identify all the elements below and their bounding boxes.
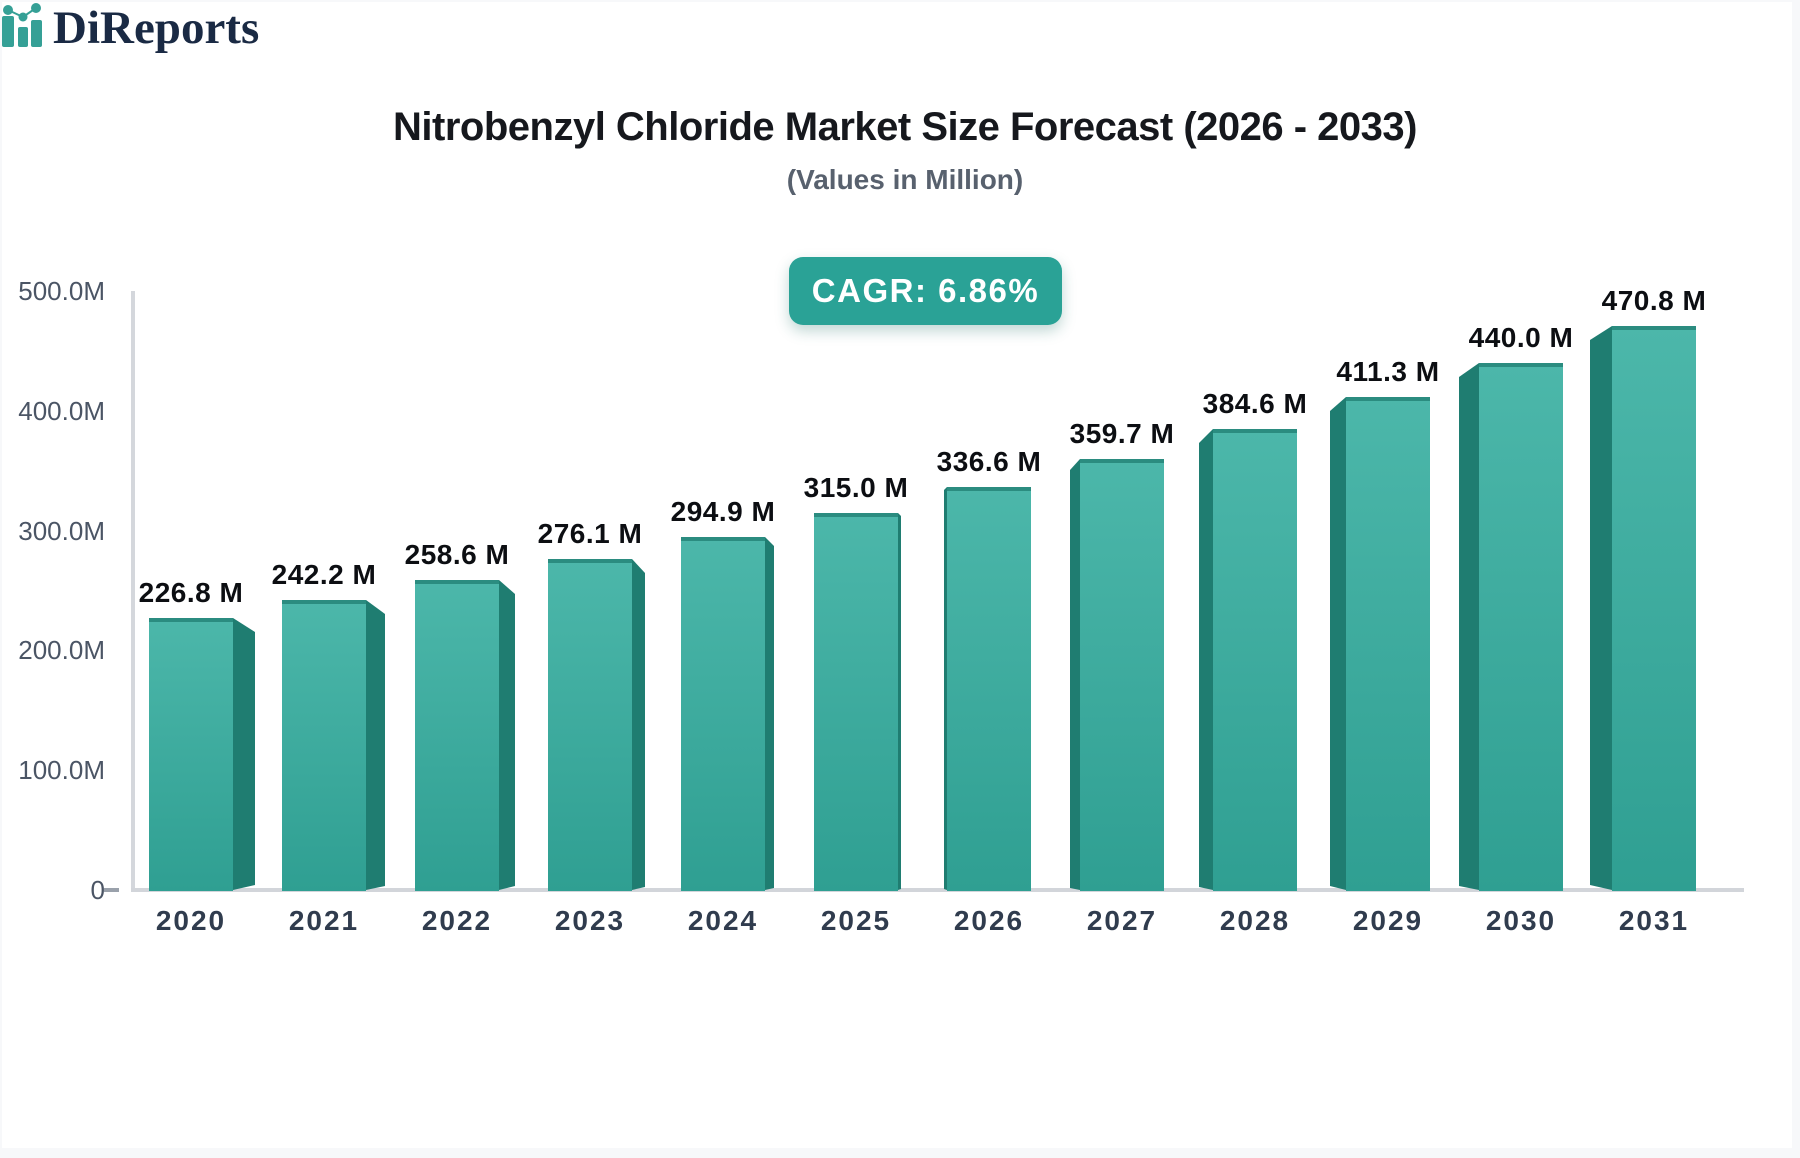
bar-side-face [898, 513, 901, 890]
bar-front-face [1213, 429, 1297, 891]
bar-front-face [415, 580, 499, 891]
bar-front-face [1479, 363, 1563, 891]
bar-value-label: 359.7 M [1069, 418, 1175, 449]
bar[interactable] [548, 559, 645, 891]
x-axis-label: 2027 [1086, 905, 1158, 936]
y-axis-label: 100.0M [18, 755, 105, 785]
x-axis-label: 2022 [421, 905, 493, 936]
bar-top-edge [282, 600, 366, 604]
y-axis-label: 0 [90, 875, 105, 905]
bar-value-label: 440.0 M [1468, 322, 1574, 353]
direports-logo: DiReports [2, 2, 1792, 54]
bar-side-face [632, 559, 645, 890]
bar-top-edge [1346, 397, 1430, 401]
bar-front-face [548, 559, 632, 891]
bar-top-edge [1479, 363, 1563, 367]
bar-value-label: 258.6 M [404, 539, 510, 570]
y-axis-line [131, 291, 135, 890]
bar-value-label: 242.2 M [271, 559, 377, 590]
bar-front-face [681, 537, 765, 891]
bar-front-face [1080, 459, 1164, 891]
bar-top-edge [415, 580, 499, 584]
bar-side-face [1070, 459, 1080, 890]
bar-front-face [814, 513, 898, 891]
chart-subtitle: (Values in Million) [786, 164, 1024, 195]
x-axis-label: 2023 [554, 905, 626, 936]
bar[interactable] [282, 600, 385, 891]
bar[interactable] [1590, 326, 1696, 891]
cagr-badge-label: CAGR: 6.86% [811, 272, 1040, 309]
bar[interactable] [1199, 429, 1297, 891]
x-axis-label: 2031 [1618, 905, 1690, 936]
logo-text: DiReports [53, 2, 260, 54]
bar[interactable] [1330, 397, 1430, 891]
y-axis-label: 500.0M [18, 276, 105, 306]
bar-front-face [1612, 326, 1696, 891]
y-axis-label: 400.0M [18, 396, 105, 426]
bar-front-face [947, 487, 1031, 891]
zero-tick-mark [104, 888, 119, 892]
y-axis-label: 300.0M [18, 516, 105, 546]
x-axis-label: 2021 [288, 905, 360, 936]
bar-front-face [1346, 397, 1430, 891]
bar-value-label: 315.0 M [803, 472, 909, 503]
bar-value-label: 384.6 M [1202, 388, 1308, 419]
x-axis-baseline [131, 888, 1744, 892]
bar[interactable] [149, 618, 255, 891]
bar[interactable] [1459, 363, 1563, 891]
bar-top-edge [681, 537, 765, 541]
x-axis-label: 2030 [1485, 905, 1557, 936]
bar-side-face [1590, 326, 1612, 890]
bar[interactable] [681, 537, 774, 891]
bar-front-face [282, 600, 366, 891]
bar-side-face [944, 487, 947, 890]
bar-side-face [366, 600, 385, 890]
bar[interactable] [1070, 459, 1164, 891]
bar-value-label: 226.8 M [138, 577, 244, 608]
bar-front-face [149, 618, 233, 891]
bar-value-label: 470.8 M [1601, 285, 1707, 316]
x-axis-label: 2020 [155, 905, 227, 936]
bar-value-label: 276.1 M [537, 518, 643, 549]
bar-value-label: 411.3 M [1336, 356, 1440, 387]
bar-side-face [1459, 363, 1479, 890]
bar-side-face [765, 537, 774, 890]
bar-value-label: 294.9 M [670, 496, 776, 527]
bar-top-edge [947, 487, 1031, 491]
bar[interactable] [944, 487, 1031, 891]
bar-side-face [233, 618, 255, 890]
bar-top-edge [1612, 326, 1696, 330]
bar-top-edge [1213, 429, 1297, 433]
cagr-badge: CAGR: 6.86% [789, 257, 1062, 325]
bar-top-edge [149, 618, 233, 622]
x-axis-label: 2025 [820, 905, 892, 936]
bar-top-edge [814, 513, 898, 517]
chart-title: Nitrobenzyl Chloride Market Size Forecas… [393, 105, 1417, 149]
bar-chart-trend-icon [2, 3, 42, 47]
y-axis-label: 200.0M [18, 635, 105, 665]
x-axis-label: 2024 [687, 905, 759, 936]
bar-side-face [1330, 397, 1346, 890]
bar-side-face [1199, 429, 1213, 890]
bar[interactable] [415, 580, 515, 891]
x-axis-label: 2028 [1219, 905, 1291, 936]
bar-top-edge [1080, 459, 1164, 463]
x-axis-label: 2029 [1352, 905, 1424, 936]
bar-top-edge [548, 559, 632, 563]
bar-side-face [499, 580, 515, 890]
bar-value-label: 336.6 M [936, 446, 1042, 477]
bar[interactable] [814, 513, 901, 891]
x-axis-label: 2026 [953, 905, 1025, 936]
